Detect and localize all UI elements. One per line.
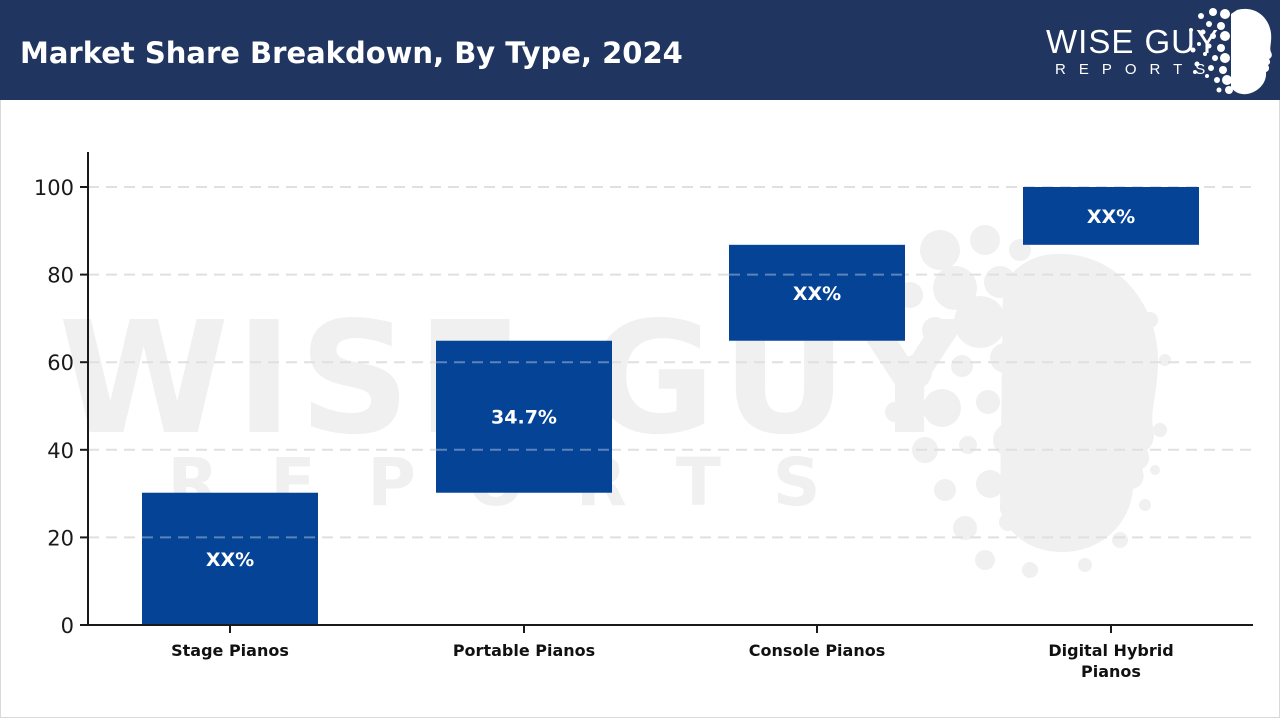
watermark-face-dot: [1022, 562, 1038, 578]
watermark-face-dot: [970, 225, 1000, 255]
y-tick-label: 40: [47, 439, 74, 463]
watermark-face-dot: [999, 513, 1017, 531]
watermark-face-dot: [984, 266, 1016, 298]
watermark-face-dot: [1139, 499, 1151, 511]
watermark-face-dot: [885, 402, 905, 422]
y-tick-label: 0: [61, 614, 74, 638]
dotted-face-profile-icon: [1189, 8, 1272, 95]
watermark-face-dot: [1153, 423, 1167, 437]
watermark-face-dot: [922, 317, 948, 343]
watermark-face-dot: [923, 389, 961, 427]
x-category-label: Digital Hybrid: [1048, 641, 1173, 660]
x-category-label: Stage Pianos: [171, 641, 289, 660]
watermark-face-profile: [1000, 253, 1159, 553]
watermark-face-dot: [934, 479, 956, 501]
watermark-face-dot: [1078, 558, 1092, 572]
logo-face-dots: [1189, 8, 1233, 94]
y-tick-label: 20: [47, 526, 74, 550]
watermark-face-dot: [953, 516, 977, 540]
watermark-face-dot: [959, 436, 977, 454]
watermark-face-dot: [1159, 354, 1171, 366]
watermark-face-dot: [993, 423, 1027, 457]
watermark-face-dot: [976, 390, 1000, 414]
watermark-face-dot: [1142, 312, 1158, 328]
bar-value-label: XX%: [793, 283, 841, 305]
bar-value-label: XX%: [1087, 206, 1135, 228]
watermark-face-dot: [975, 550, 995, 570]
watermark-face-dot: [933, 266, 977, 310]
watermark-face-dot: [954, 296, 1006, 348]
watermark-face-dot: [951, 355, 973, 377]
x-category-label: Pianos: [1081, 662, 1141, 681]
x-category-label: Console Pianos: [749, 641, 885, 660]
header-band: Market Share Breakdown, By Type, 2024 WI…: [0, 0, 1280, 100]
y-tick-label: 100: [34, 176, 74, 200]
y-tick-label: 60: [47, 351, 74, 375]
bar-segment: [142, 492, 318, 625]
chart-title: Market Share Breakdown, By Type, 2024: [20, 36, 683, 70]
watermark-face-dot: [898, 355, 932, 389]
logo-subtitle: REPORTS: [1055, 61, 1219, 78]
watermark-face-dot: [1150, 465, 1160, 475]
bar-value-label: 34.7%: [491, 407, 557, 429]
watermark-face-dot: [1112, 532, 1128, 548]
x-category-label: Portable Pianos: [453, 641, 595, 660]
bar-segment: [436, 340, 612, 493]
watermark-face-dot: [990, 343, 1020, 373]
watermark-face-dot: [976, 470, 1004, 498]
bar-segment: [729, 244, 905, 341]
bar-segment: [1023, 187, 1199, 245]
bar-value-label: XX%: [206, 549, 254, 571]
watermark-face-dot: [920, 230, 960, 270]
y-tick-label: 80: [47, 264, 74, 288]
